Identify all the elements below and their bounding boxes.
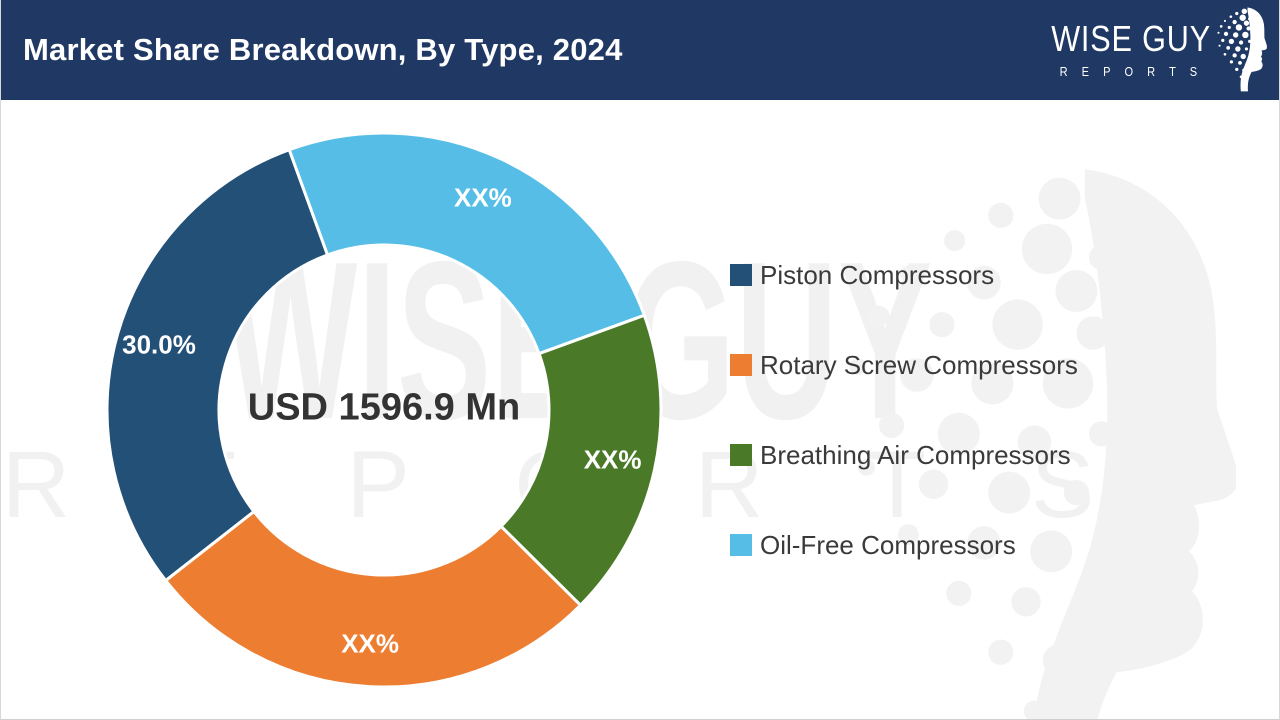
donut-chart-svg [105,131,663,689]
legend-label: Piston Compressors [760,260,995,290]
wedge-percent-label: XX% [454,182,512,213]
logo-name: WISE GUY [1051,18,1211,59]
logo-tagline: R E P O R T S [1059,64,1203,79]
legend-item-rotary-screw-compressors: Rotary Screw Compressors [730,352,1078,378]
chart-legend: Piston Compressors Rotary Screw Compress… [730,262,1078,622]
legend-label: Breathing Air Compressors [760,440,1071,470]
wedge-rotary-screw-compressors [164,510,583,689]
donut-chart: USD 1596.9 Mn 30.0% XX% XX% XX% [104,130,664,690]
wise-guy-logo: WISE GUY R E P O R T S [1023,0,1267,100]
wedge-percent-label: XX% [341,628,400,659]
legend-item-piston-compressors: Piston Compressors [730,262,1078,288]
legend-label: Oil-Free Compressors [760,530,1016,560]
page-title: Market Share Breakdown, By Type, 2024 [23,32,623,67]
legend-swatch [730,444,752,466]
wedge-percent-label: 30.0% [122,329,196,360]
legend-swatch [730,264,752,286]
legend-item-breathing-air-compressors: Breathing Air Compressors [730,442,1078,468]
wedge-oil-free-compressors [287,131,646,356]
wedge-piston-compressors [105,148,330,583]
legend-item-oil-free-compressors: Oil-Free Compressors [730,532,1078,558]
legend-swatch [730,534,752,556]
legend-label: Rotary Screw Compressors [760,350,1078,380]
chart-center-value: USD 1596.9 Mn [247,386,521,429]
logo-text: WISE GUY R E P O R T S [1051,18,1211,80]
legend-swatch [730,354,752,376]
logo-face-icon [1213,7,1267,93]
wedge-breathing-air-compressors [499,313,663,607]
wedge-percent-label: XX% [583,444,642,475]
header-bar: Market Share Breakdown, By Type, 2024 WI… [1,0,1279,100]
